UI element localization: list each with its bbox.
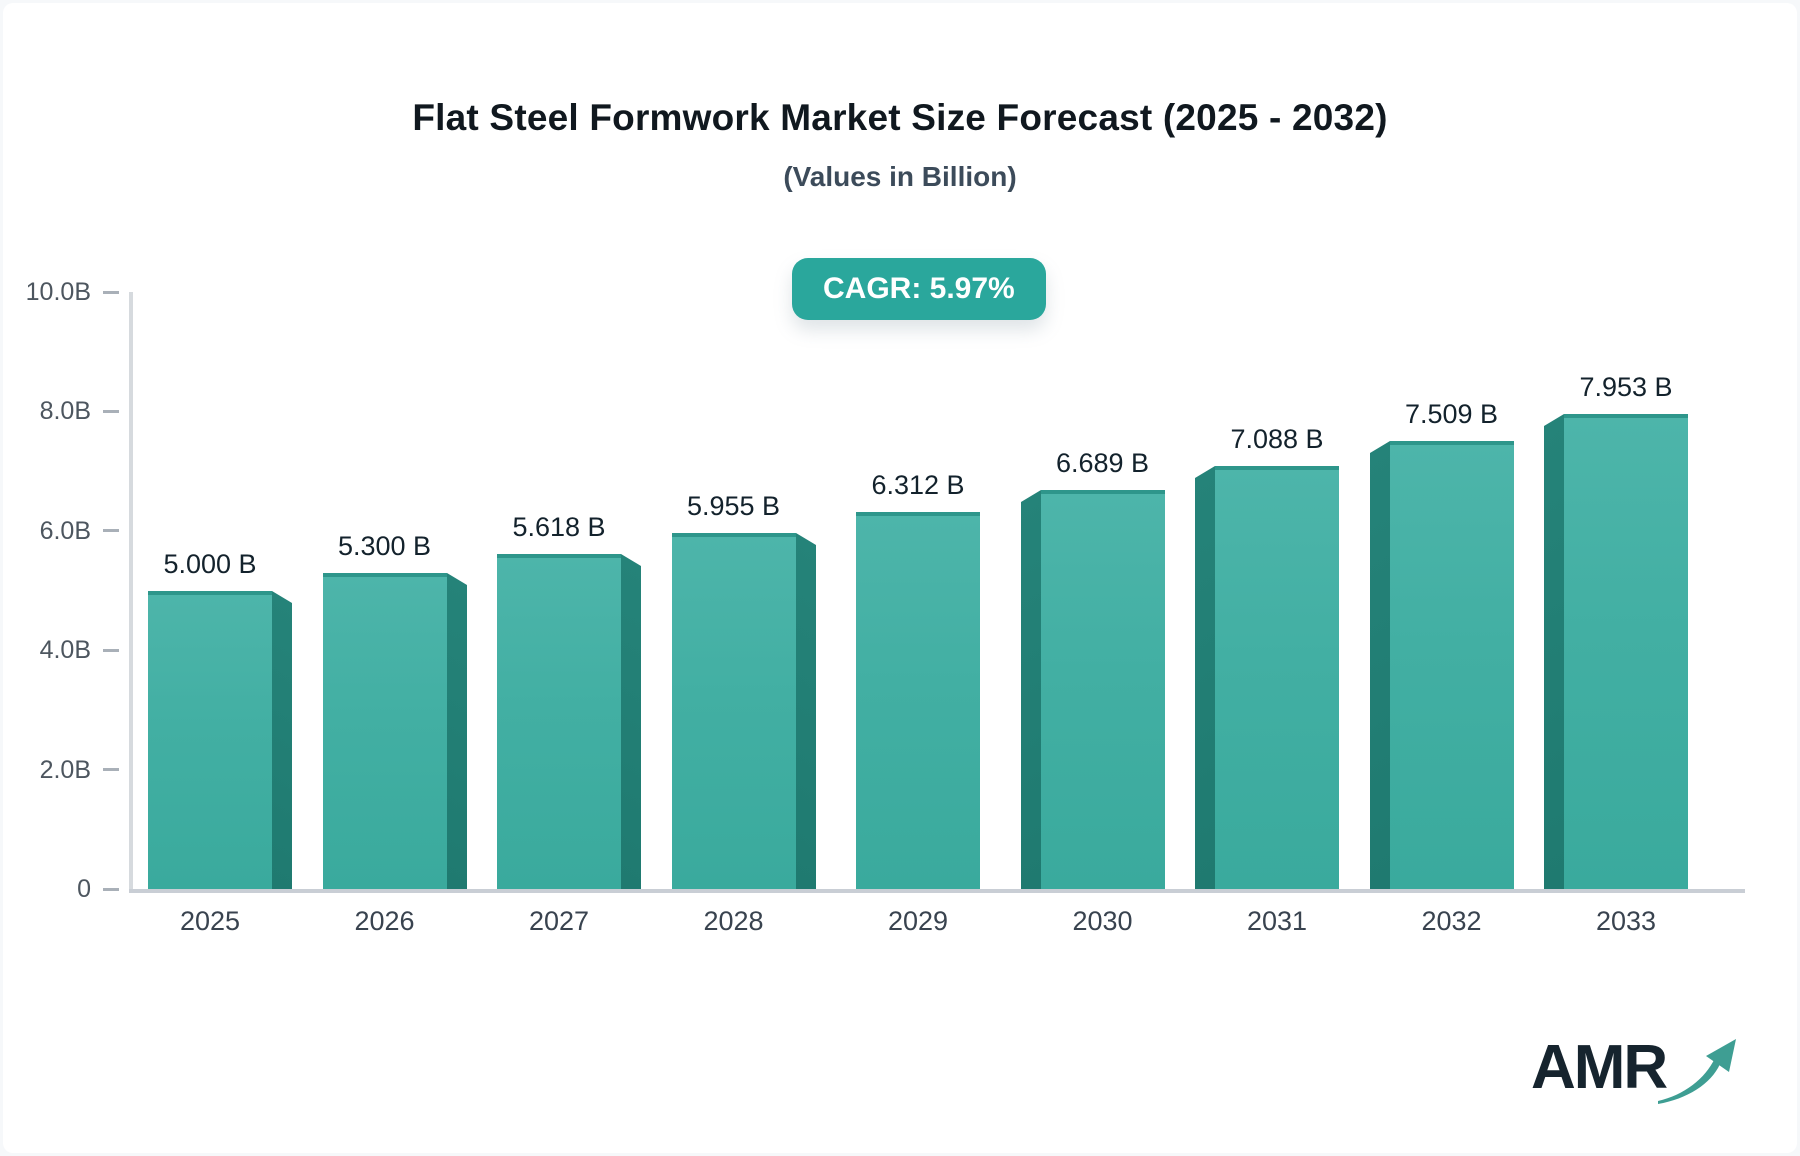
y-tick-dash [103, 409, 119, 413]
bar-front-2027 [497, 553, 621, 889]
bar-value-label: 6.689 B [1055, 447, 1150, 478]
bar-value-label: 5.000 B [163, 548, 257, 579]
bar-value-label: 5.618 B [512, 511, 606, 542]
bar-side-2025 [272, 590, 292, 889]
bar-front-2026 [322, 572, 447, 889]
x-tick-label: 2028 [703, 906, 764, 936]
y-tick-label: 6.0B [39, 516, 91, 545]
bar-value-label: 7.953 B [1579, 372, 1673, 403]
y-tick-dash [103, 290, 119, 294]
x-tick-label: 2033 [1595, 906, 1657, 936]
bar-value-label: 5.955 B [686, 491, 781, 522]
bar-front-2025 [148, 590, 272, 889]
chart-title: Flat Steel Formwork Market Size Forecast… [412, 97, 1388, 138]
y-tick-dash [103, 887, 119, 891]
growth-arrow-icon [1658, 1039, 1737, 1104]
bar-side-2026 [446, 572, 467, 889]
bar-chart: Flat Steel Formwork Market Size Forecast… [3, 3, 1797, 1153]
x-tick-label: 2032 [1421, 906, 1482, 936]
bar-side-2033 [1544, 414, 1564, 889]
bar-front-2029 [856, 512, 980, 889]
x-axis-line [129, 889, 1745, 893]
plot-area: 5.000 B 5.300 B 5.618 B 5.955 B 6.312 B 6.689… [3, 3, 1745, 889]
bar-value-label: 5.300 B [337, 530, 432, 561]
bar-front-2030 [1040, 489, 1165, 889]
y-tick-label: 10.0B [25, 278, 91, 306]
y-tick-dash [103, 768, 119, 772]
bar-value-label: 6.312 B [871, 470, 965, 501]
logo-text: AMR [1531, 1033, 1668, 1102]
bar-front-2028 [671, 533, 796, 889]
x-tick-label: 2029 [887, 906, 949, 936]
bar-value-label: 7.088 B [1230, 423, 1324, 454]
bar-value-label: 7.509 B [1404, 398, 1499, 429]
x-tick-label: 2031 [1246, 906, 1308, 936]
amr-logo: AMR [1531, 1035, 1740, 1107]
y-axis-line [129, 292, 133, 889]
bar-side-2031 [1195, 465, 1215, 889]
y-tick-label: 4.0B [39, 636, 91, 665]
bar-front-2031 [1215, 465, 1339, 889]
bar-side-2032 [1369, 440, 1390, 889]
bar-side-2030 [1020, 489, 1041, 889]
x-tick-label: 2026 [354, 906, 415, 936]
x-tick-label: 2030 [1072, 906, 1133, 936]
cagr-badge: CAGR: 5.97% [792, 258, 1046, 320]
chart-card: Flat Steel Formwork Market Size Forecast… [3, 3, 1797, 1153]
bar-front-2033 [1564, 414, 1688, 889]
x-tick-label: 2025 [179, 906, 241, 936]
y-tick-label: 0 [77, 875, 91, 903]
y-tick-label: 8.0B [39, 397, 91, 426]
chart-subtitle: (Values in Billion) [783, 161, 1017, 192]
y-tick-dash [103, 529, 119, 533]
y-tick-dash [103, 648, 119, 652]
x-tick-label: 2027 [528, 906, 590, 936]
bar-front-2032 [1389, 440, 1514, 889]
bar-side-2028 [795, 533, 816, 889]
y-tick-label: 2.0B [39, 755, 91, 784]
bar-side-2027 [621, 553, 641, 889]
